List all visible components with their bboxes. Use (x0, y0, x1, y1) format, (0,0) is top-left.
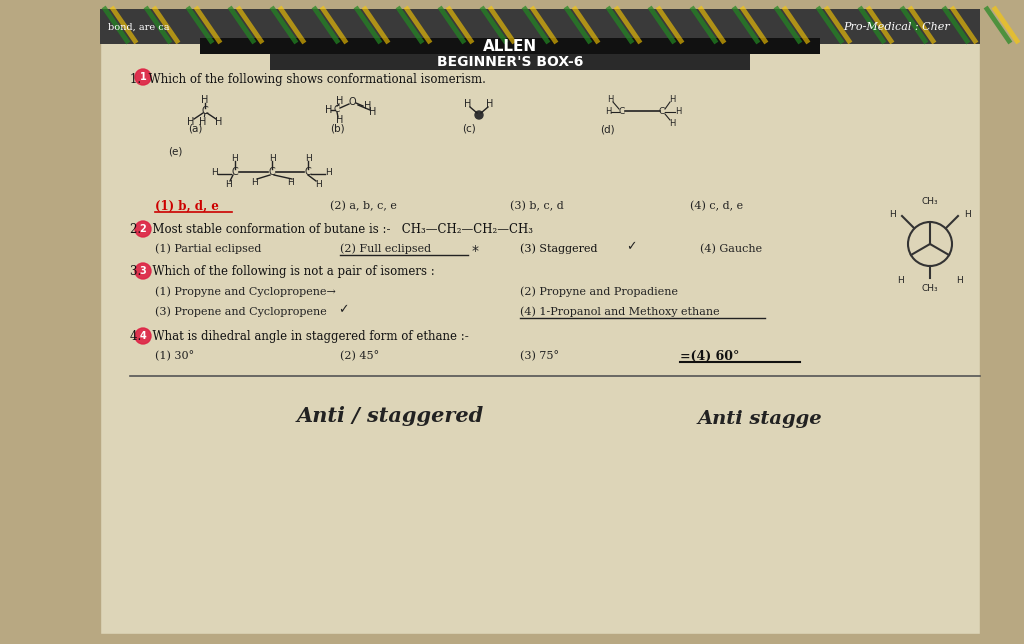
Text: (d): (d) (600, 124, 614, 134)
Text: 3.   Which of the following is not a pair of isomers :: 3. Which of the following is not a pair … (130, 265, 435, 278)
Text: H: H (325, 167, 332, 176)
Text: (e): (e) (168, 146, 182, 156)
Text: (4) c, d, e: (4) c, d, e (690, 201, 743, 211)
Text: H: H (212, 167, 218, 176)
Text: =(4) 60°: =(4) 60° (680, 350, 739, 363)
Text: 2.   Most stable conformation of butane is :-   CH₃—CH₂—CH₂—CH₃: 2. Most stable conformation of butane is… (130, 222, 534, 236)
Text: H: H (202, 95, 209, 105)
Text: (b): (b) (330, 123, 345, 133)
Text: O: O (348, 97, 355, 107)
Text: (3) b, c, d: (3) b, c, d (510, 201, 564, 211)
Text: (2) Propyne and Propadiene: (2) Propyne and Propadiene (520, 287, 678, 298)
Text: H: H (607, 95, 613, 104)
Text: H: H (187, 117, 195, 127)
Text: (3) 75°: (3) 75° (520, 351, 559, 361)
Circle shape (475, 111, 483, 119)
Text: ALLEN: ALLEN (483, 39, 537, 53)
Text: H: H (605, 106, 611, 115)
Bar (100, 9, 980, 44)
Text: *: * (472, 244, 479, 258)
Text: Pro-Medical : Cher: Pro-Medical : Cher (843, 22, 950, 32)
Text: H: H (669, 95, 675, 104)
Text: (a): (a) (188, 123, 203, 133)
Text: H: H (669, 118, 675, 128)
Text: H: H (336, 96, 344, 106)
Circle shape (135, 69, 151, 85)
Bar (100, 14, 980, 634)
Text: (4) Gauche: (4) Gauche (700, 244, 762, 254)
Circle shape (135, 221, 151, 237)
Text: H: H (964, 209, 971, 218)
Text: CH₃: CH₃ (922, 284, 938, 293)
Text: H: H (304, 153, 311, 162)
Text: H: H (486, 99, 494, 109)
Text: (3) Propene and Cyclopropene: (3) Propene and Cyclopropene (155, 307, 327, 317)
Text: C: C (268, 167, 275, 177)
Text: BEGINNER'S BOX-6: BEGINNER'S BOX-6 (437, 55, 584, 69)
Text: H: H (464, 99, 472, 109)
Text: H: H (897, 276, 904, 285)
Text: H: H (268, 153, 275, 162)
Text: (2) a, b, c, e: (2) a, b, c, e (330, 201, 397, 211)
Text: H: H (889, 209, 896, 218)
Text: 2: 2 (139, 224, 146, 234)
Text: ✓: ✓ (626, 240, 637, 254)
Text: 4: 4 (139, 331, 146, 341)
Text: (c): (c) (462, 123, 476, 133)
Text: 1: 1 (139, 72, 146, 82)
Text: (2) Full eclipsed: (2) Full eclipsed (340, 243, 431, 254)
Circle shape (135, 328, 151, 344)
Text: Anti / staggered: Anti / staggered (296, 406, 483, 426)
Text: H: H (314, 180, 322, 189)
Text: bond, are ca: bond, are ca (108, 23, 170, 32)
Text: C: C (231, 167, 239, 177)
Text: C: C (202, 106, 208, 116)
Text: C: C (334, 104, 340, 113)
Text: H: H (365, 101, 372, 111)
Text: 3: 3 (139, 266, 146, 276)
Text: (1) b, d, e: (1) b, d, e (155, 200, 219, 213)
Text: H: H (287, 178, 293, 187)
Text: (1) Partial eclipsed: (1) Partial eclipsed (155, 243, 261, 254)
Text: Anti stagge: Anti stagge (697, 410, 822, 428)
Text: H: H (215, 117, 222, 127)
Text: H: H (252, 178, 258, 187)
Text: H: H (370, 107, 377, 117)
Text: H: H (231, 153, 239, 162)
Text: C: C (304, 167, 311, 177)
Text: (3) Staggered: (3) Staggered (520, 243, 597, 254)
Bar (270, 54, 750, 70)
Text: C: C (658, 106, 666, 115)
Text: 1.  Which of the following shows conformational isomerism.: 1. Which of the following shows conforma… (130, 73, 485, 86)
Text: 4.   What is dihedral angle in staggered form of ethane :-: 4. What is dihedral angle in staggered f… (130, 330, 469, 343)
Text: (4) 1-Propanol and Methoxy ethane: (4) 1-Propanol and Methoxy ethane (520, 307, 720, 317)
Text: ✓: ✓ (338, 303, 348, 316)
Text: H: H (326, 105, 333, 115)
Text: H: H (336, 115, 344, 125)
Text: (2) 45°: (2) 45° (340, 351, 379, 361)
Text: (1) Propyne and Cyclopropene→: (1) Propyne and Cyclopropene→ (155, 287, 336, 298)
Bar (200, 38, 820, 54)
Circle shape (135, 263, 151, 279)
Text: H: H (675, 106, 681, 115)
Text: H: H (200, 117, 207, 127)
Text: H: H (224, 180, 231, 189)
Text: CH₃: CH₃ (922, 197, 938, 206)
Text: C: C (618, 106, 625, 115)
Text: (1) 30°: (1) 30° (155, 351, 195, 361)
Text: H: H (956, 276, 963, 285)
